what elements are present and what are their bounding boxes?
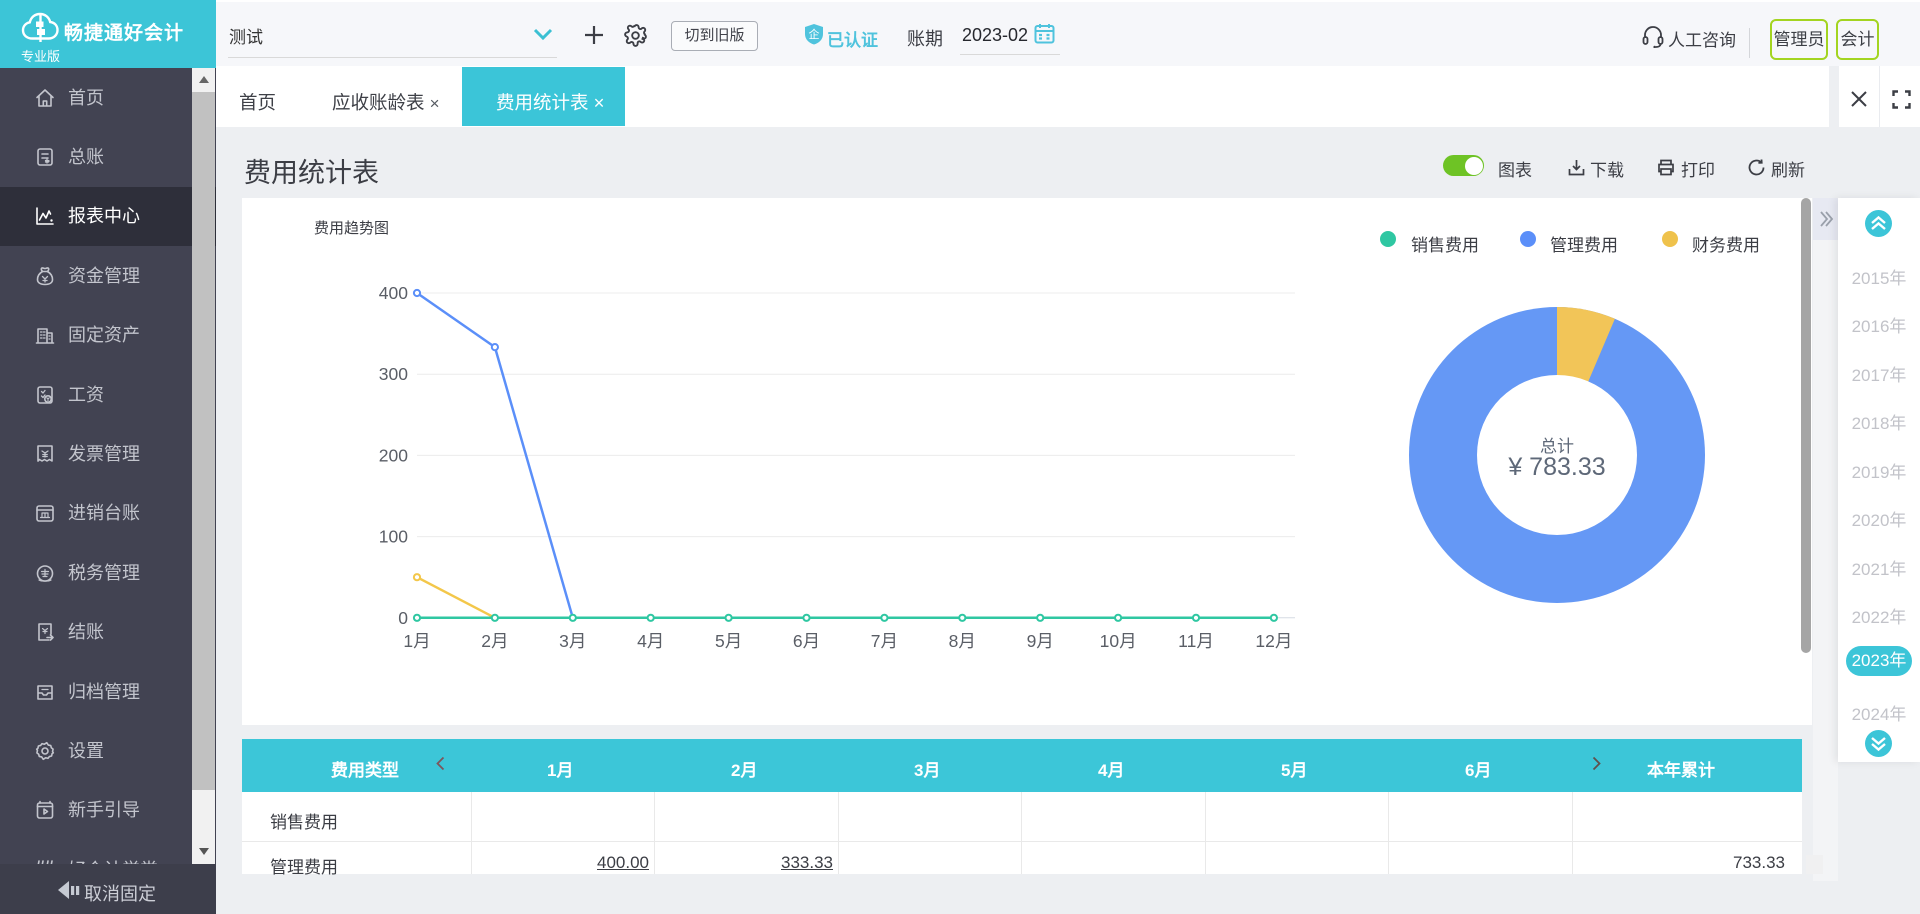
svg-text:200: 200 [379, 445, 408, 465]
svg-text:7月: 7月 [871, 631, 898, 651]
svg-text:总计: 总计 [1540, 437, 1574, 456]
svg-text:100: 100 [379, 527, 408, 547]
svg-text:300: 300 [379, 364, 408, 384]
svg-text:10月: 10月 [1100, 631, 1137, 651]
svg-text:0: 0 [398, 608, 408, 628]
svg-text:2月: 2月 [481, 631, 508, 651]
svg-text:1月: 1月 [403, 631, 430, 651]
svg-text:¥ 783.33: ¥ 783.33 [1507, 453, 1605, 481]
svg-text:4月: 4月 [637, 631, 664, 651]
svg-text:9月: 9月 [1027, 631, 1054, 651]
svg-text:11月: 11月 [1178, 631, 1214, 651]
svg-text:8月: 8月 [949, 631, 976, 651]
svg-text:400: 400 [379, 283, 408, 303]
svg-text:3月: 3月 [559, 631, 586, 651]
svg-text:12月: 12月 [1255, 631, 1292, 651]
svg-text:企: 企 [809, 27, 820, 41]
svg-text:6月: 6月 [793, 631, 820, 651]
svg-text:5月: 5月 [715, 631, 742, 651]
